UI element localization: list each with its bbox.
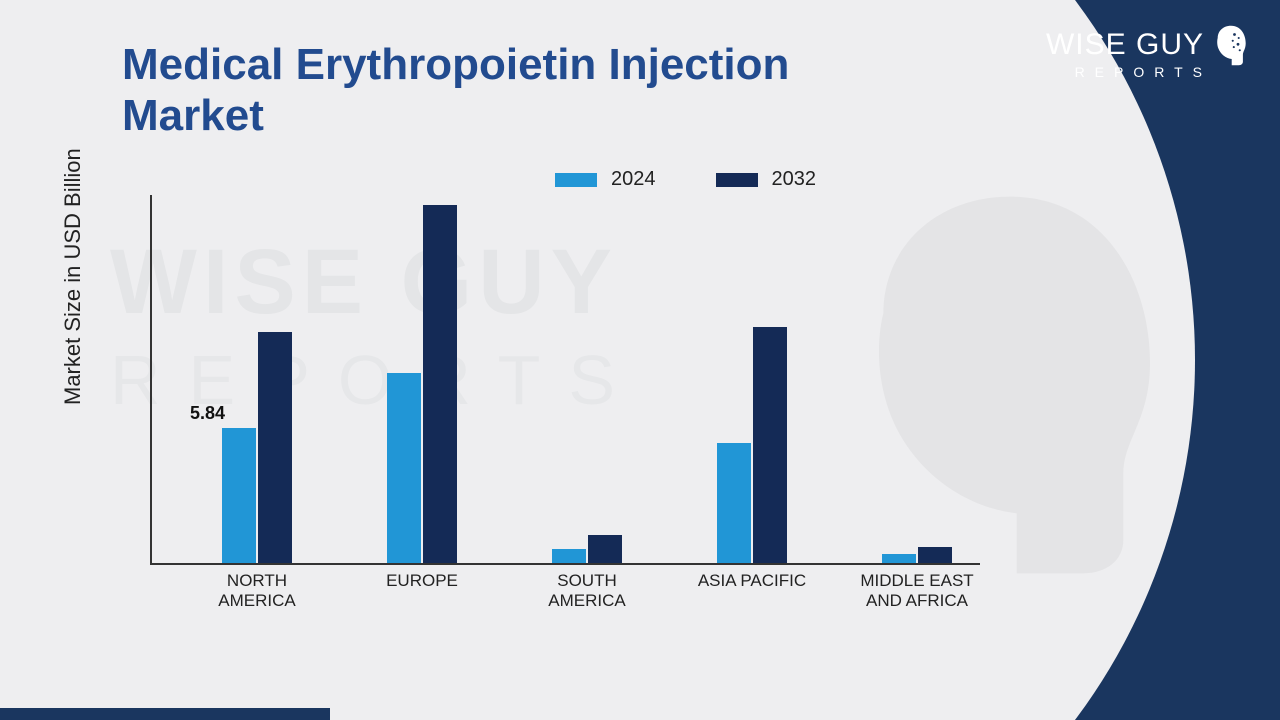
bar [717,443,751,563]
brand-main-text: WISE GUY [1046,28,1204,62]
bar [258,332,292,563]
bar [423,205,457,563]
legend-label-2024: 2024 [611,168,656,191]
chart-area: Market Size in USD Billion 5.84NORTH AME… [100,155,1000,655]
y-axis-label: Market Size in USD Billion [60,148,86,405]
bar-group [202,332,312,563]
bar-group [862,547,972,563]
x-axis-label: EUROPE [357,571,487,591]
bar [918,547,952,563]
page: WISE GUY REPORTS Medical Erythropoietin … [0,0,1280,720]
chart-title: Medical Erythropoietin Injection Market [122,40,862,141]
bar [753,327,787,563]
bar [222,428,256,563]
bar-value-label: 5.84 [190,403,225,424]
legend-item-2024: 2024 [555,168,656,191]
bar [882,554,916,563]
x-axis-label: ASIA PACIFIC [687,571,817,591]
x-axis-label: SOUTH AMERICA [522,571,652,610]
bar [387,373,421,563]
plot-area: 5.84NORTH AMERICAEUROPESOUTH AMERICAASIA… [150,195,980,565]
brand-logo: WISE GUY REPORTS [1042,24,1252,80]
bar-group [367,205,477,563]
bar-group [697,327,807,563]
x-axis-label: NORTH AMERICA [192,571,322,610]
bar-group [532,535,642,563]
legend-swatch-2024 [555,173,597,187]
legend-swatch-2032 [716,173,758,187]
legend-label-2032: 2032 [772,168,817,191]
legend: 2024 2032 [555,168,816,191]
bar [552,549,586,563]
legend-item-2032: 2032 [716,168,817,191]
footer-accent-bar [0,708,330,720]
brand-sub-text: REPORTS [1042,64,1212,80]
x-axis-label: MIDDLE EAST AND AFRICA [852,571,982,610]
brand-head-icon [1210,24,1252,66]
bar [588,535,622,563]
